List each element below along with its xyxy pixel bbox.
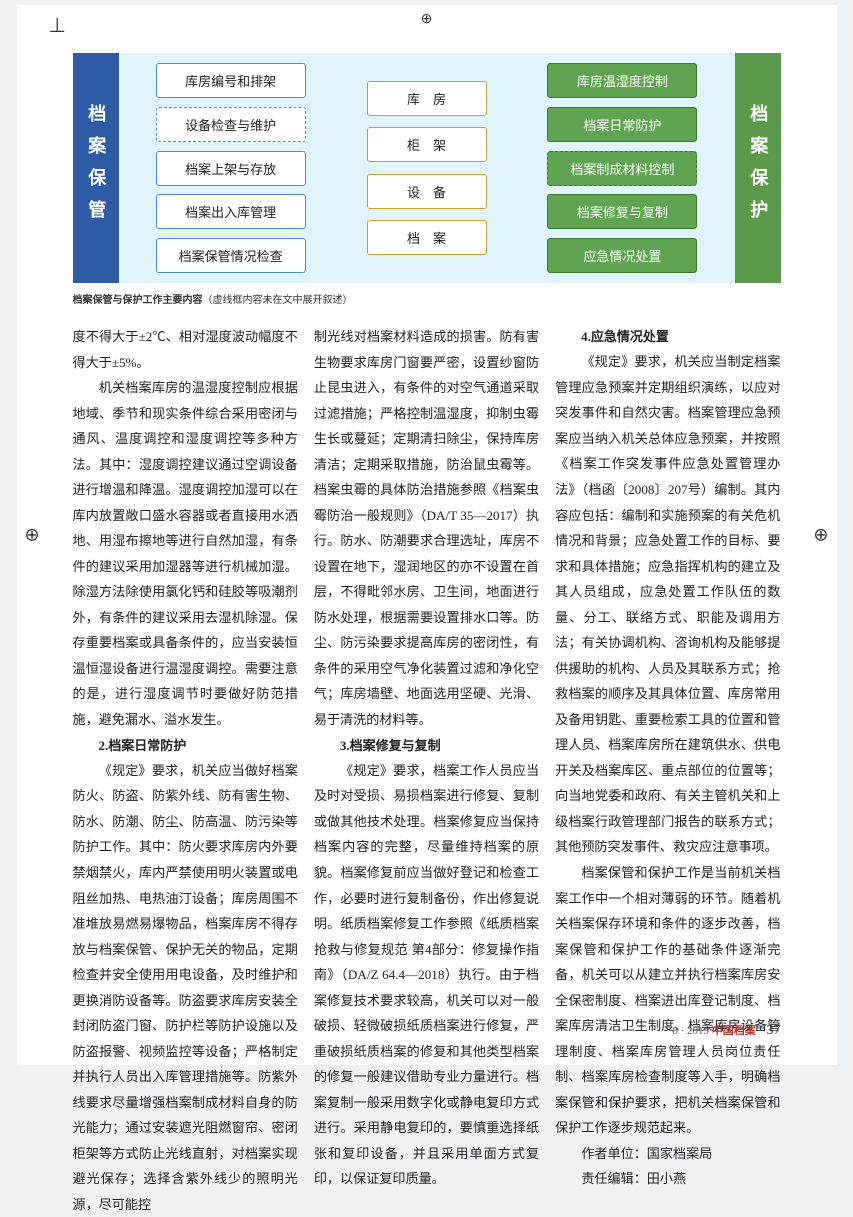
c3-p2: 档案保管和保护工作是当前机关档案工作中一个相对薄弱的环节。随着机关档案保存环境和… xyxy=(555,860,780,1141)
left-box-0: 库房编号和排架 xyxy=(156,63,306,98)
editor: 责任编辑：田小燕 xyxy=(555,1166,780,1192)
column-3: 4.应急情况处置 《规定》要求，机关应当制定档案管理应急预案并定期组织演练，以应… xyxy=(555,324,780,1217)
footer-issue: 8 · 2019 xyxy=(672,1025,709,1037)
author-unit: 作者单位：国家档案局 xyxy=(555,1141,780,1167)
c3-p1: 《规定》要求，机关应当制定档案管理应急预案并定期组织演练，以应对突发事件和自然灾… xyxy=(555,349,780,860)
caption-note: （虚线框内容未在文中展开叙述） xyxy=(203,295,353,306)
right-box-3: 档案修复与复制 xyxy=(547,194,697,229)
flowchart: 档案保管 库房编号和排架 设备检查与维护 档案上架与存放 档案出入库管理 档案保… xyxy=(73,53,781,283)
mid-box-3: 档 案 xyxy=(367,220,487,255)
crop-mark-tl: ⊥ xyxy=(49,13,66,38)
right-box-1: 档案日常防护 xyxy=(547,107,697,142)
left-panel-title: 档案保管 xyxy=(73,53,119,283)
left-boxes-col: 库房编号和排架 设备检查与维护 档案上架与存放 档案出入库管理 档案保管情况检查 xyxy=(119,53,343,283)
c2-p1: 制光线对档案材料造成的损害。防有害生物要求库房门窗要严密，设置纱窗防止昆虫进入，… xyxy=(314,324,539,733)
heading-2: 2.档案日常防护 xyxy=(73,733,298,758)
right-boxes-col: 库房温湿度控制 档案日常防护 档案制成材料控制 档案修复与复制 应急情况处置 xyxy=(510,53,734,283)
right-panel-title: 档案保护 xyxy=(735,53,781,283)
page-footer: 8 · 2019 中国档案 37 xyxy=(672,1022,780,1039)
c1-p1: 度不得大于±2℃、相对湿度波动幅度不得大于±5%。 xyxy=(73,324,298,375)
crop-mark-left: ⊕ xyxy=(25,525,40,546)
mid-box-1: 柜 架 xyxy=(367,127,487,162)
c1-p3: 《规定》要求，机关应当做好档案防火、防盗、防紫外线、防有害生物、防水、防潮、防尘… xyxy=(73,758,298,1217)
crop-mark-top: ⊕ xyxy=(421,11,433,28)
right-box-0: 库房温湿度控制 xyxy=(547,63,697,98)
heading-3: 3.档案修复与复制 xyxy=(314,733,539,758)
column-2: 制光线对档案材料造成的损害。防有害生物要求库房门窗要严密，设置纱窗防止昆虫进入，… xyxy=(314,324,539,1217)
left-box-2: 档案上架与存放 xyxy=(156,151,306,186)
column-1: 度不得大于±2℃、相对湿度波动幅度不得大于±5%。 机关档案库房的温湿度控制应根… xyxy=(73,324,298,1217)
page: ⊥ ⊕ ⊕ ⊕ 档案保管 库房编号和排架 设备检查与维护 档案上架与存放 档案出… xyxy=(17,5,837,1065)
crop-mark-right: ⊕ xyxy=(813,525,828,546)
right-box-4: 应急情况处置 xyxy=(547,238,697,273)
footer-page: 37 xyxy=(767,1023,781,1038)
mid-box-2: 设 备 xyxy=(367,174,487,209)
c2-p2: 《规定》要求，档案工作人员应当及时对受损、易损档案进行修复、复制或做其他技术处理… xyxy=(314,758,539,1192)
article-body: 度不得大于±2℃、相对湿度波动幅度不得大于±5%。 机关档案库房的温湿度控制应根… xyxy=(73,324,781,1217)
left-box-3: 档案出入库管理 xyxy=(156,194,306,229)
c1-p2: 机关档案库房的温湿度控制应根据地域、季节和现实条件综合采用密闭与通风、温度调控和… xyxy=(73,375,298,732)
footer-pub: 中国档案 xyxy=(712,1025,756,1037)
mid-box-0: 库 房 xyxy=(367,81,487,116)
mid-boxes-col: 库 房 柜 架 设 备 档 案 xyxy=(343,53,510,283)
left-box-4: 档案保管情况检查 xyxy=(156,238,306,273)
left-box-1: 设备检查与维护 xyxy=(156,107,306,142)
right-box-2: 档案制成材料控制 xyxy=(547,151,697,186)
caption-bold: 档案保管与保护工作主要内容 xyxy=(73,295,203,306)
heading-4: 4.应急情况处置 xyxy=(555,324,780,349)
diagram-caption: 档案保管与保护工作主要内容（虚线框内容未在文中展开叙述） xyxy=(73,291,781,306)
